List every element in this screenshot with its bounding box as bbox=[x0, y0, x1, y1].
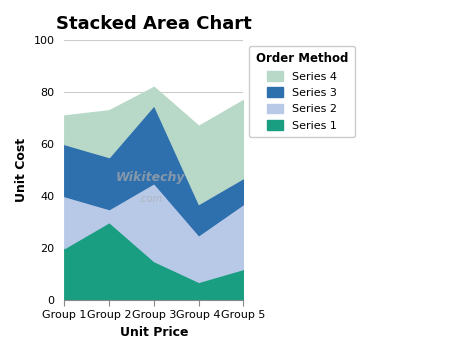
Y-axis label: Unit Cost: Unit Cost bbox=[15, 138, 28, 202]
Title: Stacked Area Chart: Stacked Area Chart bbox=[56, 15, 252, 33]
X-axis label: Unit Price: Unit Price bbox=[119, 326, 188, 339]
Text: Wikitechy: Wikitechy bbox=[116, 171, 185, 184]
Text: .com: .com bbox=[138, 194, 162, 204]
Legend: Series 4, Series 3, Series 2, Series 1: Series 4, Series 3, Series 2, Series 1 bbox=[249, 46, 355, 137]
